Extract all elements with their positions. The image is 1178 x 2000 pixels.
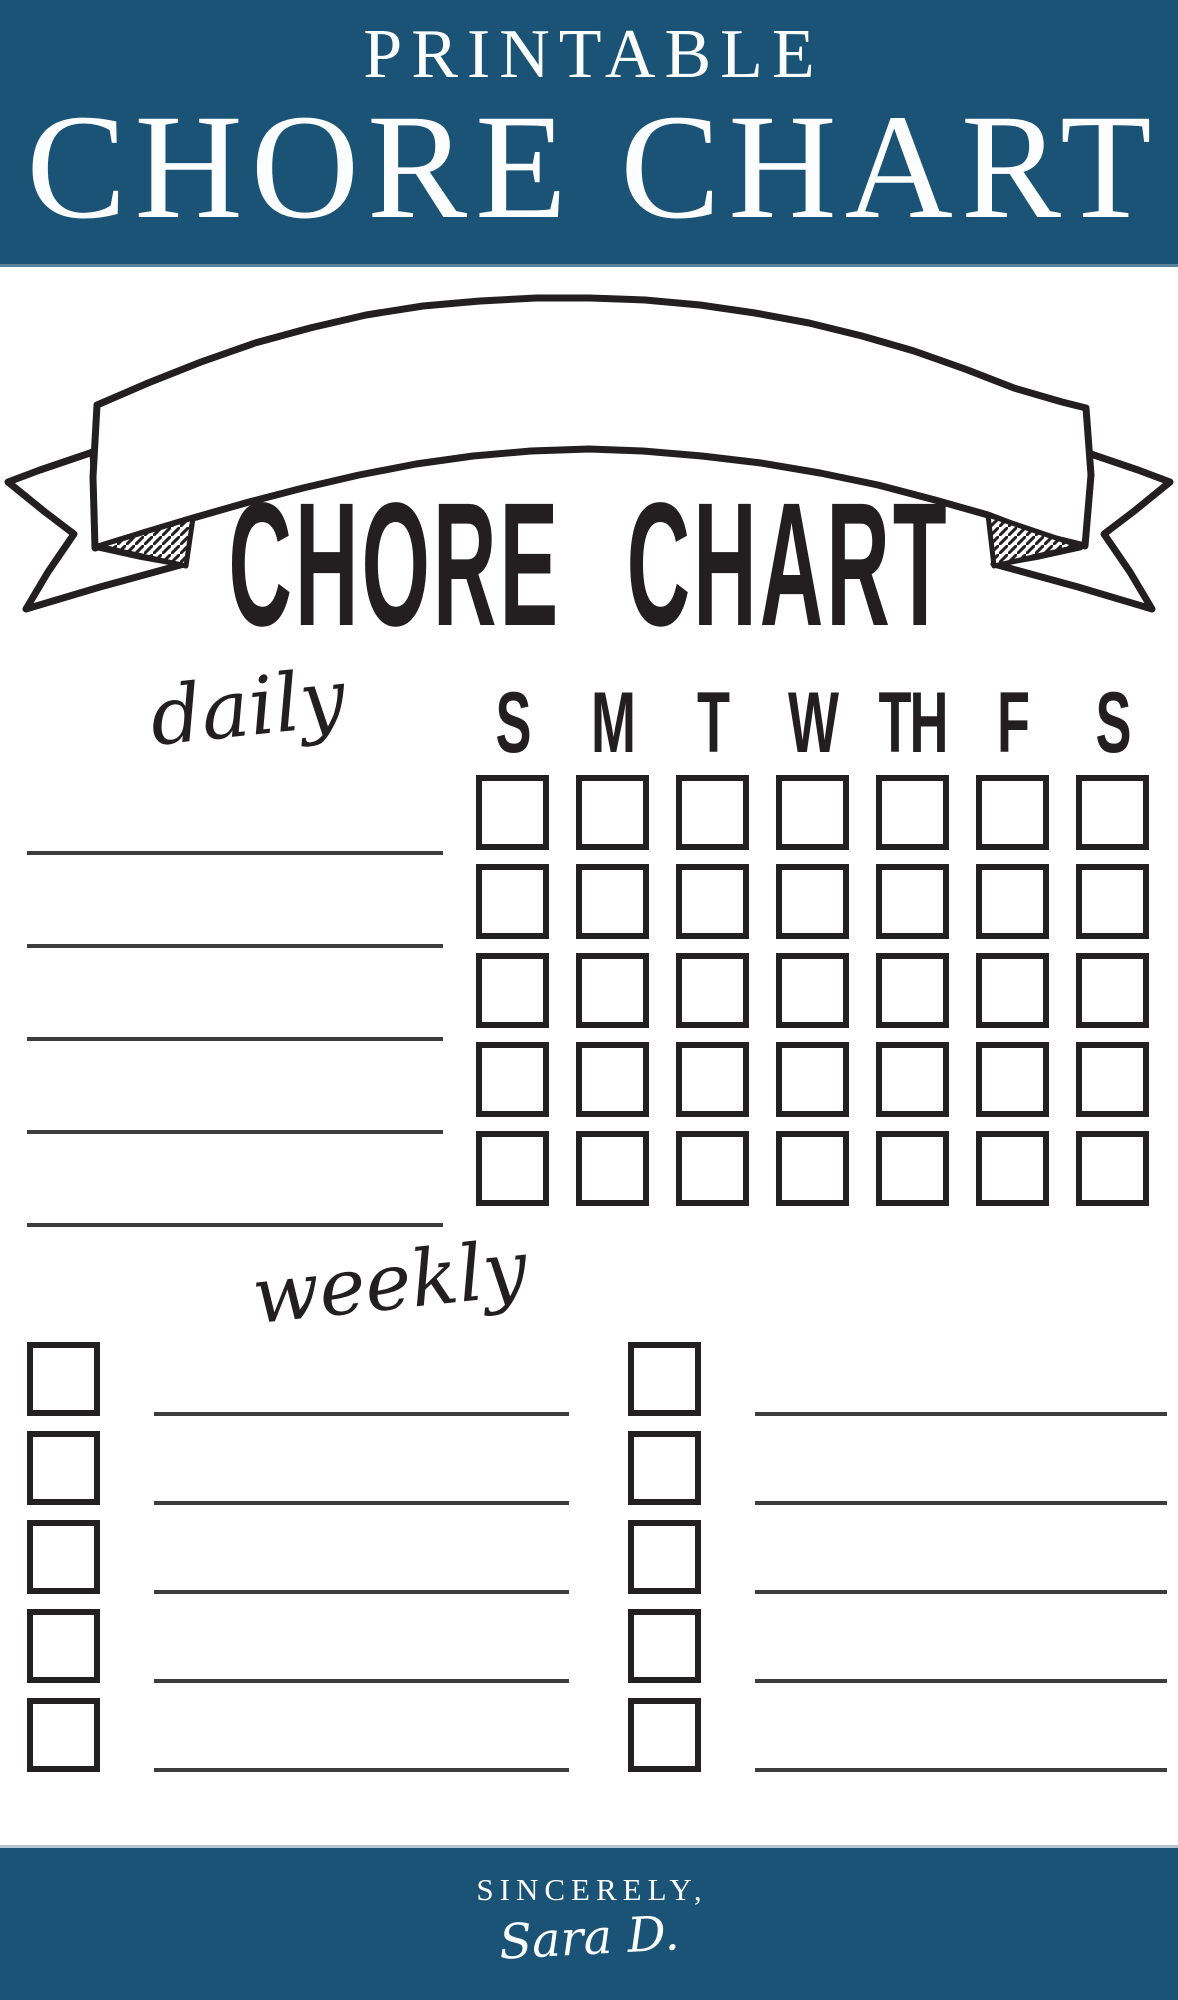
daily-checkbox[interactable]: [876, 953, 949, 1028]
daily-checkbox[interactable]: [1076, 953, 1149, 1028]
daily-checkbox[interactable]: [476, 775, 549, 850]
weekly-task-line[interactable]: [755, 1679, 1167, 1683]
weekly-row: [27, 1342, 569, 1416]
weekly-checkbox[interactable]: [27, 1342, 100, 1416]
daily-checkbox[interactable]: [876, 864, 949, 939]
weekly-checkbox[interactable]: [27, 1431, 100, 1505]
weekly-task-line[interactable]: [755, 1501, 1167, 1505]
weekly-task-line[interactable]: [755, 1768, 1167, 1772]
daily-checkbox[interactable]: [876, 775, 949, 850]
daily-checkbox[interactable]: [576, 1131, 649, 1206]
weekly-row: [27, 1520, 569, 1594]
daily-checkbox[interactable]: [1076, 1042, 1149, 1117]
daily-task-line[interactable]: [27, 855, 443, 948]
weekly-row: [27, 1431, 569, 1505]
daily-checkbox[interactable]: [776, 1042, 849, 1117]
footer-banner: SINCERELY, Sara D.: [0, 1845, 1178, 2000]
daily-checkbox[interactable]: [876, 1131, 949, 1206]
daily-task-lines: [27, 762, 443, 1227]
day-header: S: [1095, 675, 1131, 771]
day-header-row: S M T W TH F S: [476, 677, 1149, 769]
daily-checkbox[interactable]: [476, 953, 549, 1028]
ribbon-band: [89, 294, 1095, 552]
ribbon-fold-hatch-left: [95, 515, 196, 569]
ribbon-banner-graphic: [4, 294, 1174, 613]
daily-checkbox[interactable]: [1076, 864, 1149, 939]
daily-checkbox[interactable]: [1076, 1131, 1149, 1206]
daily-checkbox-grid: [476, 775, 1149, 1206]
weekly-row: [27, 1698, 569, 1772]
weekly-task-line[interactable]: [755, 1412, 1167, 1416]
weekly-row: [628, 1431, 1167, 1505]
daily-checkbox[interactable]: [776, 775, 849, 850]
weekly-row: [27, 1609, 569, 1683]
daily-checkbox[interactable]: [476, 864, 549, 939]
weekly-checkbox[interactable]: [628, 1609, 701, 1683]
daily-checkbox[interactable]: [676, 775, 749, 850]
weekly-task-line[interactable]: [154, 1679, 569, 1683]
day-header: T: [697, 675, 730, 771]
daily-task-line[interactable]: [27, 1041, 443, 1134]
ribbon-title: CHORE CHART: [0, 465, 1178, 663]
weekly-column-right: [628, 1342, 1167, 1772]
daily-checkbox[interactable]: [676, 1042, 749, 1117]
weekly-task-line[interactable]: [154, 1768, 569, 1772]
weekly-checkbox[interactable]: [27, 1520, 100, 1594]
daily-checkbox[interactable]: [676, 864, 749, 939]
weekly-checkbox[interactable]: [27, 1698, 100, 1772]
day-header: S: [495, 675, 531, 771]
daily-checkbox[interactable]: [676, 953, 749, 1028]
day-header: F: [997, 675, 1030, 771]
daily-task-line[interactable]: [27, 762, 443, 855]
weekly-task-line[interactable]: [755, 1590, 1167, 1594]
weekly-row: [628, 1520, 1167, 1594]
daily-checkbox[interactable]: [976, 1042, 1049, 1117]
daily-checkbox[interactable]: [976, 775, 1049, 850]
daily-checkbox[interactable]: [576, 1042, 649, 1117]
daily-task-line[interactable]: [27, 1134, 443, 1227]
daily-checkbox[interactable]: [576, 953, 649, 1028]
banner-eyebrow: PRINTABLE: [363, 16, 824, 93]
weekly-checkbox[interactable]: [628, 1520, 701, 1594]
weekly-checkbox[interactable]: [27, 1609, 100, 1683]
daily-checkbox[interactable]: [476, 1042, 549, 1117]
day-header: M: [591, 675, 636, 771]
day-header: TH: [878, 675, 949, 771]
weekly-row: [628, 1698, 1167, 1772]
daily-checkbox[interactable]: [576, 864, 649, 939]
footer-closing: SINCERELY,: [476, 1872, 708, 1907]
daily-label: daily: [145, 651, 350, 764]
daily-checkbox[interactable]: [576, 775, 649, 850]
weekly-task-line[interactable]: [154, 1412, 569, 1416]
daily-checkbox[interactable]: [976, 953, 1049, 1028]
weekly-label: weekly: [248, 1223, 532, 1343]
footer-signature: Sara D.: [497, 1905, 681, 1971]
weekly-checkbox[interactable]: [628, 1431, 701, 1505]
daily-task-line[interactable]: [27, 948, 443, 1041]
daily-checkbox[interactable]: [776, 953, 849, 1028]
daily-checkbox[interactable]: [1076, 775, 1149, 850]
weekly-row: [628, 1342, 1167, 1416]
daily-checkbox[interactable]: [776, 1131, 849, 1206]
daily-checkbox[interactable]: [776, 864, 849, 939]
weekly-column-left: [27, 1342, 569, 1772]
weekly-row: [628, 1609, 1167, 1683]
weekly-checkbox[interactable]: [628, 1342, 701, 1416]
daily-checkbox[interactable]: [976, 1131, 1049, 1206]
ribbon-fold-hatch-right: [985, 512, 1083, 569]
top-banner: PRINTABLE CHORE CHART: [0, 0, 1178, 267]
banner-title: CHORE CHART: [26, 84, 1160, 250]
daily-checkbox[interactable]: [676, 1131, 749, 1206]
ribbon-title-text: CHORE CHART: [228, 465, 950, 663]
daily-checkbox[interactable]: [876, 1042, 949, 1117]
day-header: W: [788, 675, 839, 771]
daily-checkbox[interactable]: [476, 1131, 549, 1206]
weekly-task-line[interactable]: [154, 1501, 569, 1505]
weekly-task-line[interactable]: [154, 1590, 569, 1594]
weekly-checkbox[interactable]: [628, 1698, 701, 1772]
daily-checkbox[interactable]: [976, 864, 1049, 939]
